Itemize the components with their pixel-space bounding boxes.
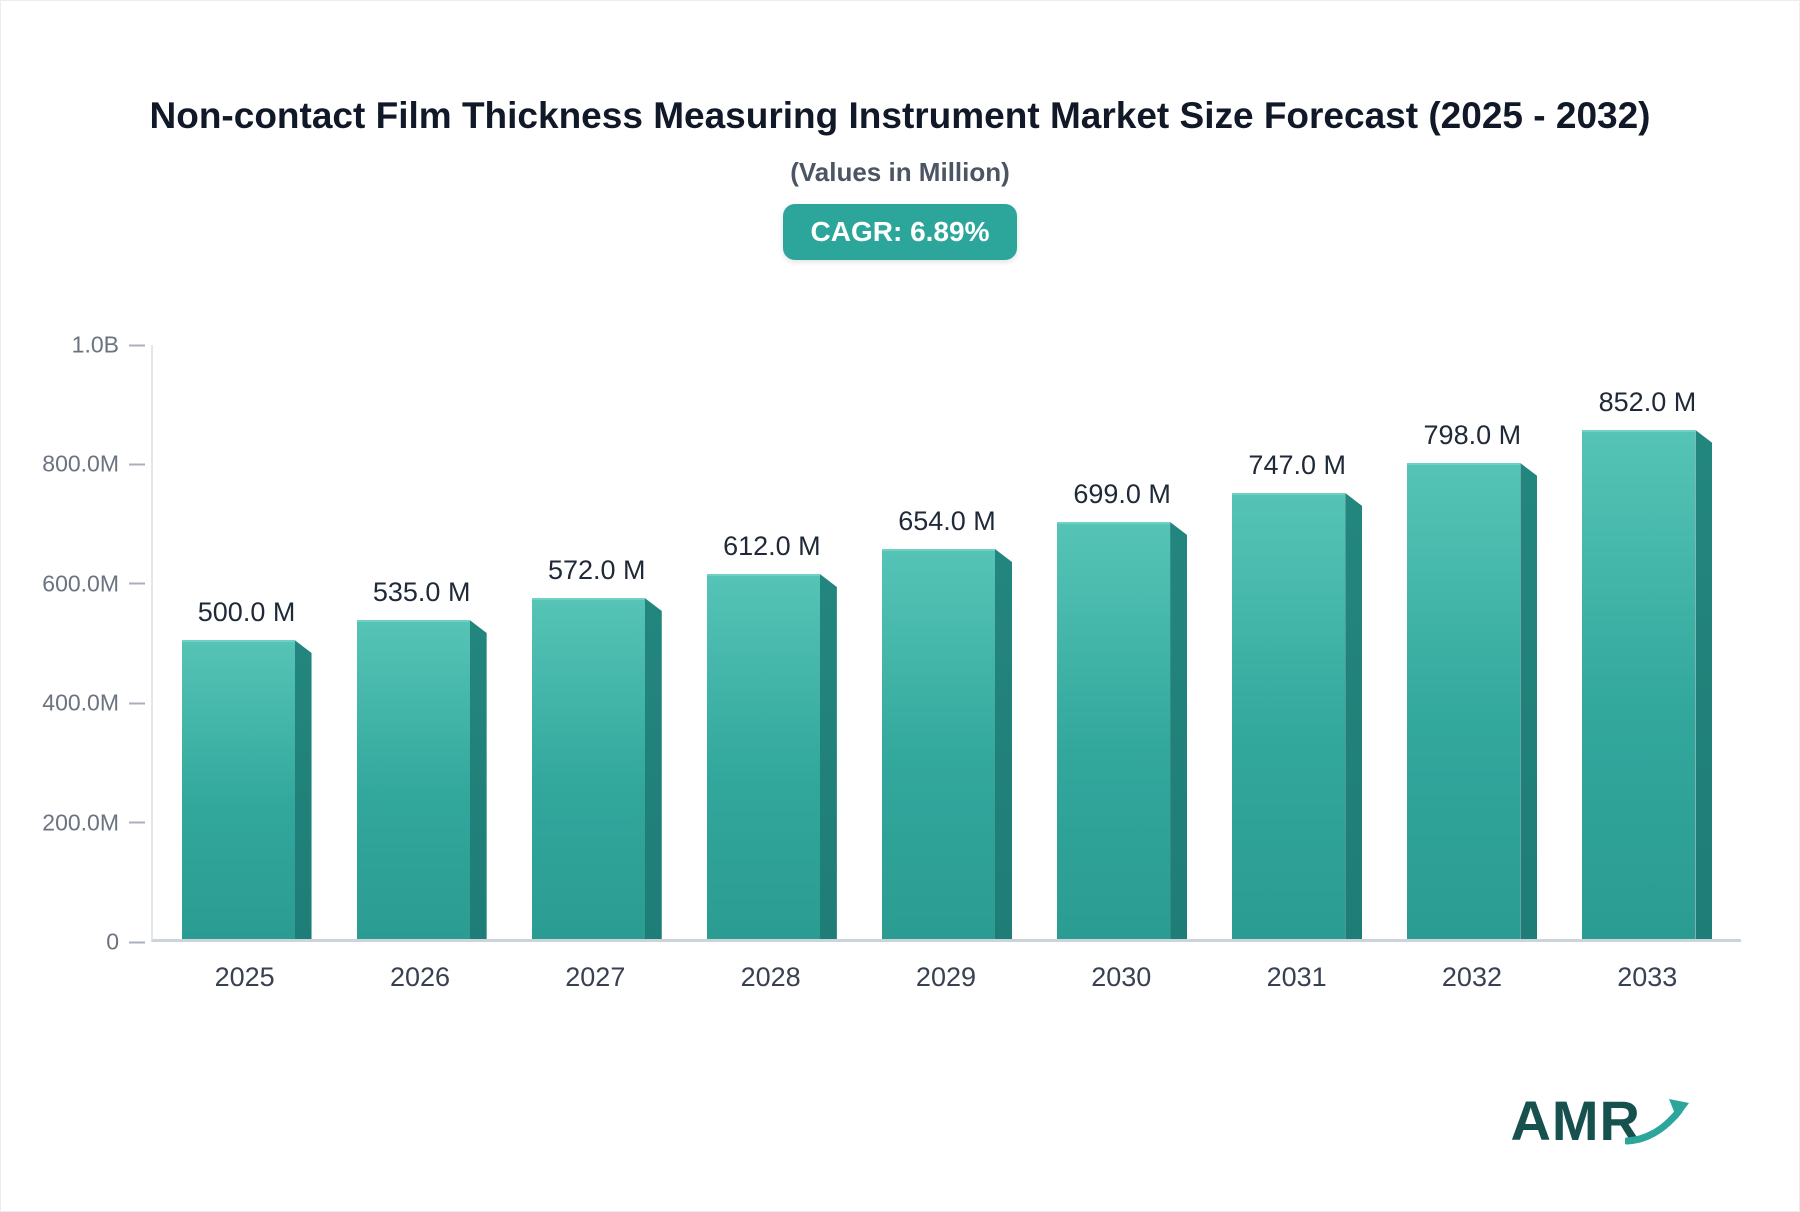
value-label: 852.0 M bbox=[1598, 387, 1697, 417]
bar-2029 bbox=[881, 549, 1012, 939]
bar-front-face bbox=[531, 598, 645, 939]
bar-2030 bbox=[1057, 522, 1188, 939]
x-axis-label: 2030 bbox=[1091, 962, 1152, 992]
bar-2028 bbox=[706, 574, 837, 939]
bar-2027 bbox=[531, 598, 662, 939]
bar-cell: 572.0 M bbox=[511, 555, 683, 939]
y-tick: 200.0M bbox=[3, 809, 151, 836]
bar-side-face bbox=[1170, 522, 1188, 939]
bar-cell: 798.0 M bbox=[1386, 420, 1558, 939]
y-tick-label: 1.0B bbox=[71, 331, 119, 358]
y-tick-mark bbox=[129, 821, 145, 824]
y-tick-label: 800.0M bbox=[42, 450, 119, 477]
value-label: 500.0 M bbox=[197, 597, 296, 627]
value-label: 747.0 M bbox=[1248, 450, 1346, 480]
amr-logo: AMR bbox=[1510, 1093, 1691, 1149]
bar-front-face bbox=[881, 549, 995, 939]
value-label: 654.0 M bbox=[898, 506, 996, 536]
y-axis: 1.0B 800.0M 600.0M 400.0M 200.0M 0 bbox=[3, 332, 151, 955]
x-axis-label: 2032 bbox=[1441, 962, 1502, 992]
bar-cell: 852.0 M bbox=[1561, 387, 1733, 939]
bar-front-face bbox=[181, 640, 295, 939]
chart-title: Non-contact Film Thickness Measuring Ins… bbox=[149, 95, 1651, 136]
y-tick-mark bbox=[129, 702, 145, 705]
bar-cell: 747.0 M bbox=[1211, 450, 1383, 939]
y-tick-mark bbox=[129, 463, 145, 466]
bar-side-face bbox=[644, 598, 662, 939]
bar-front-face bbox=[1582, 430, 1696, 939]
cagr-badge: CAGR: 6.89% bbox=[782, 203, 1018, 260]
bar-cell: 699.0 M bbox=[1036, 479, 1208, 939]
value-label: 798.0 M bbox=[1423, 420, 1522, 450]
bar-chart: 1.0B 800.0M 600.0M 400.0M 200.0M 0 500.0 M 535… bbox=[42, 332, 1741, 993]
bar-cell: 535.0 M bbox=[336, 577, 508, 939]
bar-2031 bbox=[1232, 493, 1363, 939]
amr-logo-arrow-icon bbox=[1625, 1099, 1689, 1145]
bar-cell: 654.0 M bbox=[861, 506, 1033, 939]
bar-cell: 612.0 M bbox=[686, 531, 858, 939]
value-label: 535.0 M bbox=[372, 577, 471, 607]
x-axis-label: 2026 bbox=[389, 962, 451, 992]
chart-subtitle: (Values in Million) bbox=[790, 156, 1010, 187]
y-tick-mark bbox=[129, 941, 145, 943]
bar-front-face bbox=[1232, 493, 1346, 939]
bar-side-face bbox=[469, 620, 487, 939]
y-tick-mark bbox=[129, 582, 145, 585]
x-axis-label: 2029 bbox=[915, 962, 976, 992]
x-axis-label: 2025 bbox=[214, 962, 275, 992]
bar-side-face bbox=[294, 640, 312, 939]
bar-front-face bbox=[356, 620, 470, 939]
x-axis-label: 2031 bbox=[1266, 962, 1327, 992]
bars-container: 500.0 M 535.0 M 572.0 M 612.0 M 654.0 M 699.0… bbox=[153, 345, 1741, 939]
value-label: 699.0 M bbox=[1073, 479, 1171, 509]
x-axis-label: 2033 bbox=[1617, 962, 1678, 992]
value-label: 612.0 M bbox=[723, 531, 821, 561]
y-tick-label: 400.0M bbox=[42, 689, 119, 716]
bar-2032 bbox=[1407, 463, 1538, 939]
bar-cell: 500.0 M bbox=[161, 597, 333, 939]
bar-2026 bbox=[356, 620, 487, 939]
bar-2025 bbox=[181, 640, 312, 939]
bar-side-face bbox=[819, 574, 837, 939]
y-tick: 0 bbox=[3, 929, 151, 956]
x-axis: 2025 2026 2027 2028 2029 2030 2031 2032 2033 bbox=[151, 962, 1741, 993]
bar-side-face bbox=[994, 549, 1012, 939]
y-tick-label: 200.0M bbox=[42, 809, 119, 836]
y-tick: 1.0B bbox=[3, 332, 151, 359]
y-tick-label: 0 bbox=[106, 928, 119, 955]
y-tick-mark bbox=[129, 344, 145, 346]
y-tick-label: 600.0M bbox=[42, 570, 119, 597]
bar-2033 bbox=[1582, 430, 1713, 939]
x-axis-label: 2027 bbox=[565, 962, 626, 992]
bar-front-face bbox=[1057, 522, 1171, 939]
y-tick: 600.0M bbox=[3, 570, 151, 597]
bar-front-face bbox=[706, 574, 820, 939]
value-label: 572.0 M bbox=[547, 555, 646, 585]
y-tick: 400.0M bbox=[3, 690, 151, 717]
cagr-badge-row: CAGR: 6.89% bbox=[1, 203, 1799, 260]
y-tick: 800.0M bbox=[3, 451, 151, 478]
bar-side-face bbox=[1695, 430, 1713, 939]
plot-area: 1.0B 800.0M 600.0M 400.0M 200.0M 0 500.0 M 535… bbox=[42, 332, 1741, 955]
bar-side-face bbox=[1345, 493, 1363, 939]
amr-logo-text: AMR bbox=[1510, 1089, 1641, 1152]
bar-side-face bbox=[1520, 463, 1538, 939]
bar-front-face bbox=[1407, 463, 1521, 939]
x-axis-label: 2028 bbox=[740, 962, 801, 992]
